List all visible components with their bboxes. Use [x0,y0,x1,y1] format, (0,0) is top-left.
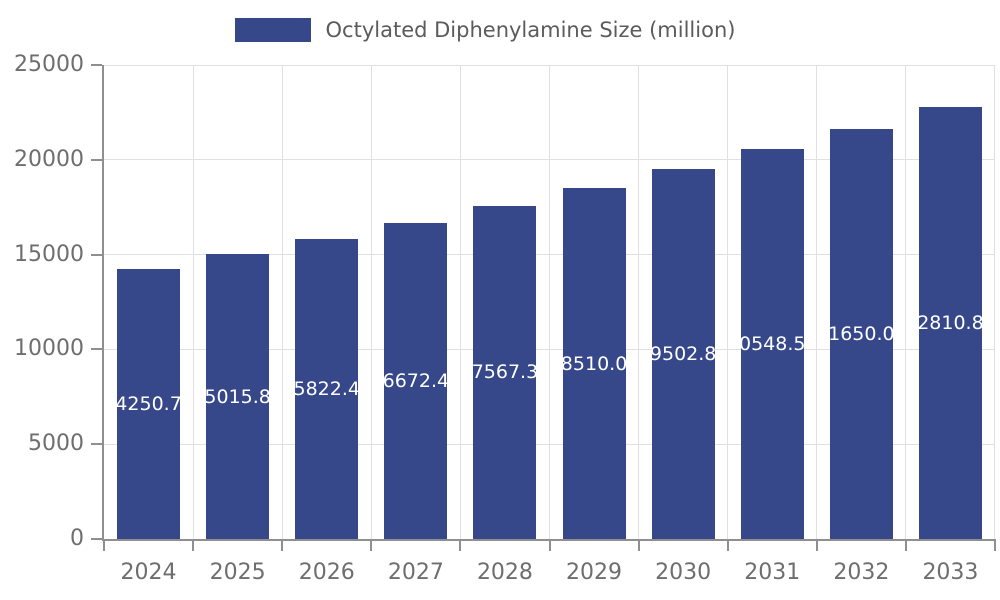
bar-value-label: 18510.08 [562,352,626,375]
bar-2033[interactable]: 22810.85 [918,106,982,539]
y-axis-tick-label: 10000 [14,336,84,362]
x-axis-tick [726,541,729,551]
bar-2031[interactable]: 20548.53 [740,149,804,539]
y-axis-tick [91,538,102,540]
y-axis-tick-label: 25000 [14,52,84,77]
y-axis-tick [91,443,102,446]
x-axis-tick-label: 2028 [476,560,533,585]
gridline-vertical [370,65,372,539]
bar-value-label: 21650.05 [829,322,893,345]
bar-value-label: 16672.45 [384,369,448,392]
x-axis-tick [904,541,907,551]
bar-2024[interactable]: 14250.75 [117,268,181,539]
y-axis-tick-label: 0 [70,526,84,551]
x-axis-tick-label: 2032 [833,560,890,585]
x-axis-tick-label: 2026 [298,560,355,585]
x-axis-tick-label: 2031 [744,560,801,585]
x-axis-tick-label: 2027 [387,560,444,585]
bar-2029[interactable]: 18510.08 [562,188,626,539]
y-axis-line [102,65,104,541]
x-axis-tick [548,541,551,551]
y-axis-tick [91,253,102,256]
y-axis-tick [91,348,102,351]
bar-2025[interactable]: 15015.82 [206,254,270,539]
gridline-vertical [281,65,283,539]
gridline-vertical [816,65,818,539]
x-axis-tick [370,541,373,551]
y-axis-tick [91,158,102,161]
bar-2027[interactable]: 16672.45 [384,222,448,539]
x-axis-tick [459,541,462,551]
gridline-vertical [905,65,907,539]
plot-area: 14250.75 15015.82 15822.41 16672.45 17567.34… [104,65,995,539]
legend-swatch-icon [234,18,311,42]
y-axis-tick [91,64,102,66]
gridline-vertical [638,65,640,539]
x-axis-tick [994,541,996,551]
y-axis-tick-label: 15000 [14,241,84,267]
bar-value-label: 15015.82 [206,385,270,408]
y-axis-tick-label: 20000 [14,146,84,172]
bar-value-label: 15822.41 [295,378,359,400]
gridline-vertical [192,65,194,539]
x-axis-tick [281,541,284,551]
x-axis-tick [815,541,818,551]
bar-value-label: 17567.34 [473,361,537,384]
x-axis-line [102,539,996,541]
legend-label: Octylated Diphenylamine Size (million) [325,18,736,42]
x-axis-tick-label: 2025 [209,560,266,585]
bar-2028[interactable]: 17567.34 [473,205,537,539]
x-axis-tick-label: 2033 [922,560,979,585]
y-axis-tick-label: 5000 [28,431,84,457]
gridline-vertical [727,65,729,539]
bar-2026[interactable]: 15822.41 [295,239,359,539]
gridline-vertical [459,65,461,539]
legend[interactable]: Octylated Diphenylamine Size (million) [0,18,1000,42]
bar-2032[interactable]: 21650.05 [829,128,893,539]
bar-value-label: 20548.53 [740,333,804,356]
x-axis-tick-label: 2024 [120,560,177,585]
bar-2030[interactable]: 19502.83 [651,169,715,539]
gridline-vertical [994,65,995,539]
bar-value-label: 14250.75 [117,392,181,415]
gridline-vertical [549,65,550,539]
bar-value-label: 22810.85 [918,311,982,334]
x-axis-tick [192,541,195,551]
x-axis-tick [637,541,640,551]
x-axis-tick-label: 2029 [566,560,623,585]
bar-value-label: 19502.83 [651,343,715,366]
x-axis-tick-label: 2030 [655,560,712,585]
x-axis-tick [103,541,105,551]
